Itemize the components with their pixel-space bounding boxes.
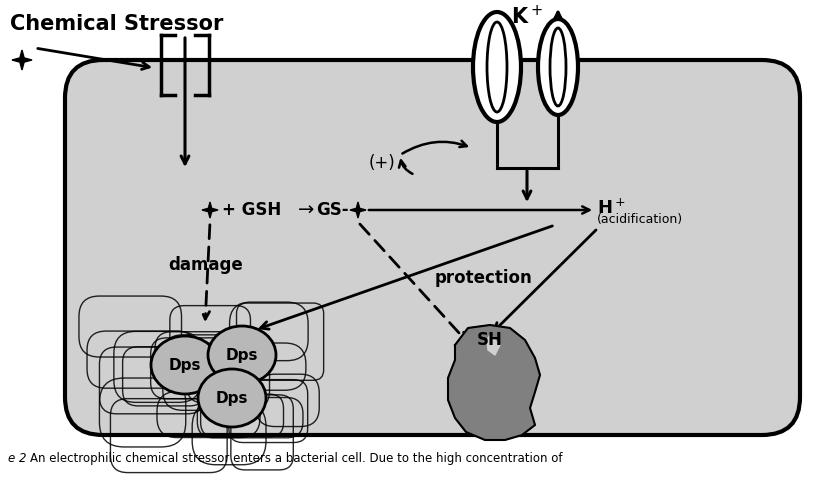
FancyBboxPatch shape xyxy=(65,60,799,435)
Text: damage: damage xyxy=(168,256,242,274)
Polygon shape xyxy=(486,335,500,355)
Text: Dps: Dps xyxy=(169,358,201,372)
Text: Dps: Dps xyxy=(226,347,258,363)
Polygon shape xyxy=(202,202,218,218)
Ellipse shape xyxy=(472,12,520,122)
Text: SH: SH xyxy=(476,331,502,349)
Text: (acidification): (acidification) xyxy=(596,213,682,226)
Text: Chemical Stressor: Chemical Stressor xyxy=(10,14,223,34)
Polygon shape xyxy=(12,50,32,70)
Polygon shape xyxy=(350,202,366,218)
Text: H$^+$: H$^+$ xyxy=(596,198,625,217)
Text: Dps: Dps xyxy=(216,391,248,406)
Ellipse shape xyxy=(151,336,218,394)
Ellipse shape xyxy=(549,28,566,106)
Ellipse shape xyxy=(538,19,577,115)
Polygon shape xyxy=(447,325,539,440)
Text: + GSH: + GSH xyxy=(222,201,281,219)
Text: e 2: e 2 xyxy=(8,452,26,465)
Text: →: → xyxy=(298,200,314,220)
Text: GS-: GS- xyxy=(316,201,348,219)
Text: (+): (+) xyxy=(368,154,395,172)
Ellipse shape xyxy=(208,326,275,384)
Text: protection: protection xyxy=(434,269,532,287)
Text: K$^+$: K$^+$ xyxy=(510,5,543,28)
Text: An electrophilic chemical stressor enters a bacterial cell. Due to the high conc: An electrophilic chemical stressor enter… xyxy=(30,452,562,465)
Ellipse shape xyxy=(486,22,506,112)
Ellipse shape xyxy=(198,369,265,427)
